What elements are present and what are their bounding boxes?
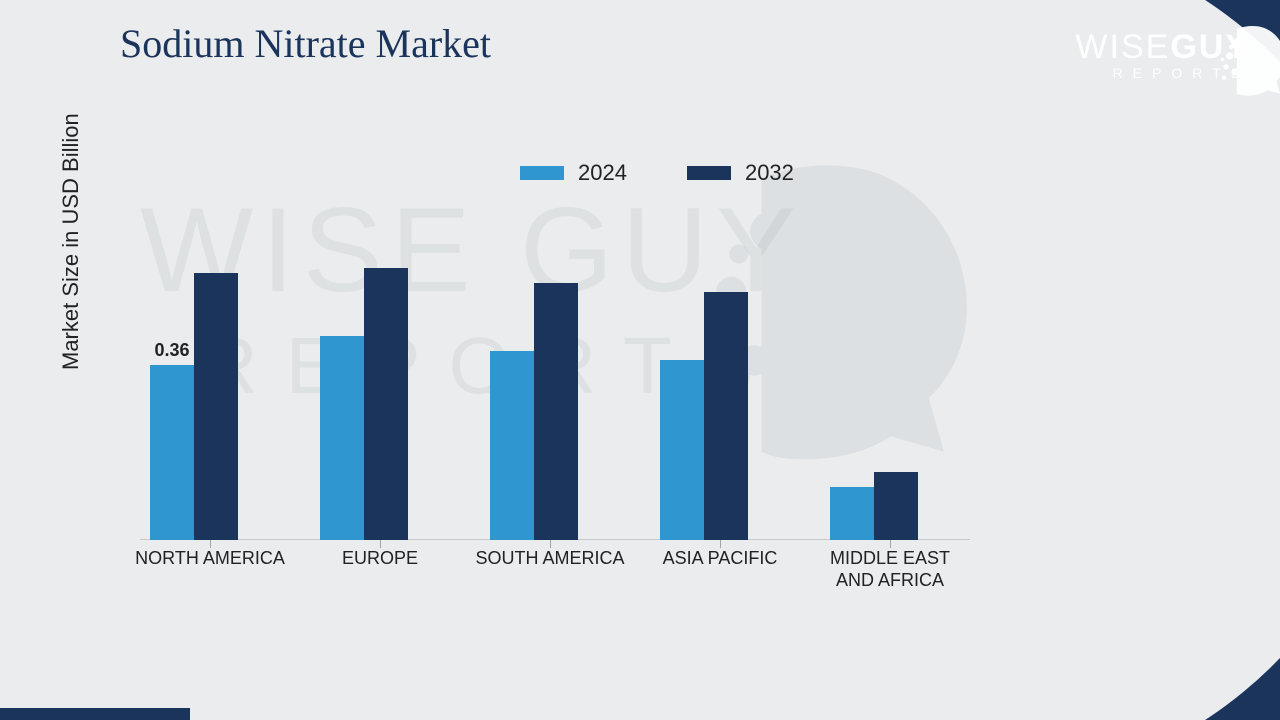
category-label: NORTH AMERICA xyxy=(135,540,285,570)
bar-group: ASIA PACIFIC xyxy=(660,292,780,540)
bar-2024 xyxy=(320,336,364,540)
category-label: EUROPE xyxy=(305,540,455,570)
bar-group: 0.36NORTH AMERICA xyxy=(150,273,270,540)
brand-panel: WISEGUY REPORTS xyxy=(970,0,1280,720)
legend-label-2032: 2032 xyxy=(745,160,794,186)
chart-area: 0.36NORTH AMERICAEUROPESOUTH AMERICAASIA… xyxy=(100,200,970,580)
bar-value-label: 0.36 xyxy=(154,340,189,361)
bar-group: EUROPE xyxy=(320,268,440,540)
bar-2032 xyxy=(534,283,578,540)
legend: 2024 2032 xyxy=(520,160,794,186)
bar-2032 xyxy=(194,273,238,540)
stage: WISEGUY REPORTS Sodium Nitrate Market WI… xyxy=(0,0,1280,720)
legend-swatch-2024 xyxy=(520,166,564,180)
legend-item-2024: 2024 xyxy=(520,160,627,186)
bar-group: SOUTH AMERICA xyxy=(490,283,610,540)
bar-2032 xyxy=(364,268,408,540)
bar-2032 xyxy=(704,292,748,540)
legend-item-2032: 2032 xyxy=(687,160,794,186)
category-label: SOUTH AMERICA xyxy=(475,540,625,570)
category-label: ASIA PACIFIC xyxy=(645,540,795,570)
chart-title: Sodium Nitrate Market xyxy=(120,20,491,67)
brand-head-icon xyxy=(1208,20,1280,110)
bar-group: MIDDLE EAST AND AFRICA xyxy=(830,472,950,540)
legend-swatch-2032 xyxy=(687,166,731,180)
bar-2024 xyxy=(660,360,704,540)
bar-2024 xyxy=(830,487,874,540)
legend-label-2024: 2024 xyxy=(578,160,627,186)
bar-2024 xyxy=(490,351,534,540)
category-label: MIDDLE EAST AND AFRICA xyxy=(815,540,965,591)
bar-2032 xyxy=(874,472,918,540)
bar-2024 xyxy=(150,365,194,540)
brand-word-1: WISE xyxy=(1075,28,1170,66)
plot-area: 0.36NORTH AMERICA EUROPE SOUTH AMERICA ASIA… xyxy=(140,200,970,540)
y-axis-label: Market Size in USD Billion xyxy=(58,113,84,370)
footer-accent-bar xyxy=(0,708,190,720)
